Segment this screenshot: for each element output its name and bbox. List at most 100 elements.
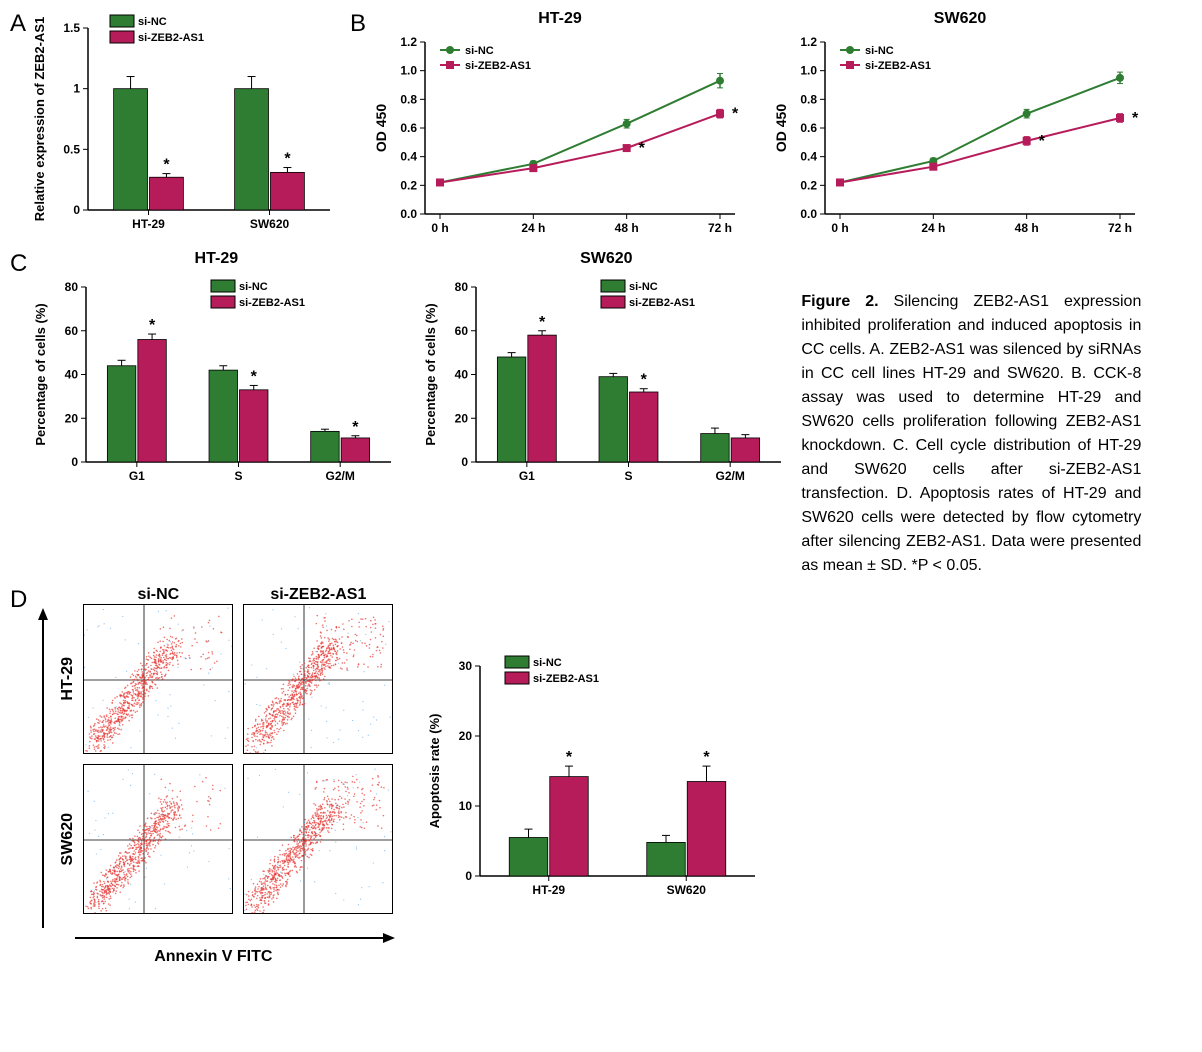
svg-text:72 h: 72 h: [708, 221, 732, 235]
svg-text:G1: G1: [129, 469, 145, 483]
svg-text:si-NC: si-NC: [138, 16, 167, 28]
figure-container: A 00.511.5Relative expression of ZEB2-AS…: [10, 10, 1192, 966]
svg-text:Relative expression of ZEB2-AS: Relative expression of ZEB2-AS1: [32, 17, 47, 221]
svg-text:1.5: 1.5: [63, 21, 80, 35]
svg-text:0.6: 0.6: [400, 121, 417, 135]
svg-text:72 h: 72 h: [1108, 221, 1132, 235]
chart-b0-svg: 0.00.20.40.60.81.01.2OD 4500 h24 h48 h72…: [370, 32, 750, 242]
svg-text:0.8: 0.8: [400, 92, 417, 106]
svg-text:24 h: 24 h: [521, 221, 545, 235]
svg-text:*: *: [704, 749, 711, 766]
svg-text:si-NC: si-NC: [465, 45, 494, 57]
panel-b-chart-2: SW620 0.00.20.40.60.81.01.2OD 4500 h24 h…: [770, 10, 1150, 242]
svg-text:si-ZEB2-AS1: si-ZEB2-AS1: [533, 673, 599, 685]
row-ab: A 00.511.5Relative expression of ZEB2-AS…: [10, 10, 1192, 242]
svg-text:48 h: 48 h: [1015, 221, 1039, 235]
panel-b-label: B: [350, 10, 366, 242]
scatter-ht29-sinc: [83, 604, 233, 754]
panel-c-chart-1: HT-29 020406080Percentage of cells (%)*G…: [31, 250, 401, 492]
svg-text:HT-29: HT-29: [132, 217, 165, 231]
svg-text:*: *: [1039, 133, 1046, 150]
svg-text:80: 80: [65, 280, 79, 294]
svg-text:48 h: 48 h: [615, 221, 639, 235]
svg-text:*: *: [539, 314, 546, 331]
chart-c1-svg: 020406080Percentage of cells (%)*G1*SG2/…: [421, 272, 791, 492]
svg-text:40: 40: [455, 368, 469, 382]
svg-text:HT-29: HT-29: [533, 883, 566, 897]
svg-text:20: 20: [65, 411, 79, 425]
svg-text:si-ZEB2-AS1: si-ZEB2-AS1: [865, 60, 931, 72]
svg-text:si-NC: si-NC: [865, 45, 894, 57]
row-label-ht29: HT-29: [59, 657, 83, 701]
svg-text:60: 60: [455, 324, 469, 338]
svg-text:0.6: 0.6: [800, 121, 817, 135]
svg-text:*: *: [732, 106, 739, 123]
svg-text:S: S: [235, 469, 243, 483]
chart-b1-svg: 0.00.20.40.60.81.01.2OD 4500 h24 h48 h72…: [770, 32, 1150, 242]
panel-c-title-1: HT-29: [195, 250, 239, 268]
panel-c-chart-2: SW620 020406080Percentage of cells (%)*G…: [421, 250, 791, 492]
panel-b-chart-1: HT-29 0.00.20.40.60.81.01.2OD 4500 h24 h…: [370, 10, 750, 242]
row-label-sw620: SW620: [59, 813, 83, 865]
scatter-sw620-sinc: [83, 764, 233, 914]
svg-text:40: 40: [65, 368, 79, 382]
svg-text:0.2: 0.2: [400, 178, 417, 192]
row-d: D si-NC: [10, 586, 1192, 966]
svg-text:0.8: 0.8: [800, 92, 817, 106]
svg-text:*: *: [149, 317, 156, 334]
chart-c0-svg: 020406080Percentage of cells (%)*G1*S*G2…: [31, 272, 401, 492]
col-label-sizeb2: si-ZEB2-AS1: [243, 586, 393, 604]
svg-text:SW620: SW620: [250, 217, 290, 231]
panel-c: C HT-29 020406080Percentage of cells (%)…: [10, 250, 791, 492]
caption-title: Figure 2.: [801, 293, 878, 310]
svg-text:SW620: SW620: [667, 883, 707, 897]
annexin-label: Annexin V FITC: [154, 948, 272, 966]
svg-text:*: *: [566, 749, 573, 766]
svg-text:1.0: 1.0: [800, 64, 817, 78]
svg-text:G2/M: G2/M: [326, 469, 355, 483]
svg-text:0 h: 0 h: [831, 221, 848, 235]
svg-text:0.2: 0.2: [800, 178, 817, 192]
panel-d: D si-NC: [10, 586, 765, 966]
svg-text:*: *: [639, 140, 646, 157]
svg-text:Apoptosis rate (%): Apoptosis rate (%): [427, 714, 442, 829]
panel-b-title-2: SW620: [934, 10, 986, 28]
svg-text:G1: G1: [519, 469, 535, 483]
svg-text:0.5: 0.5: [63, 142, 80, 156]
svg-text:1.2: 1.2: [800, 35, 817, 49]
svg-text:0: 0: [466, 869, 473, 883]
annexin-axis-arrow: [75, 928, 395, 948]
svg-text:0.4: 0.4: [400, 150, 417, 164]
svg-text:24 h: 24 h: [921, 221, 945, 235]
panel-d-bar: 0102030Apoptosis rate (%)*HT-29*SW620si-…: [425, 646, 765, 906]
svg-text:0.0: 0.0: [800, 207, 817, 221]
svg-text:si-NC: si-NC: [239, 281, 268, 293]
panel-a-chart: 00.511.5Relative expression of ZEB2-AS1*…: [30, 10, 340, 240]
panel-d-label: D: [10, 586, 27, 966]
pi-axis-arrow: [33, 608, 53, 928]
flow-cytometry-grid: si-NC si-ZEB2-AS1 HT-29 SW620: [31, 586, 395, 966]
svg-text:20: 20: [455, 411, 469, 425]
caption-text: Silencing ZEB2-AS1 expression inhibited …: [801, 293, 1141, 574]
svg-text:*: *: [1132, 110, 1139, 127]
col-label-sinc: si-NC: [83, 586, 233, 604]
svg-text:0 h: 0 h: [431, 221, 448, 235]
svg-text:10: 10: [459, 799, 473, 813]
svg-text:30: 30: [459, 659, 473, 673]
svg-text:si-ZEB2-AS1: si-ZEB2-AS1: [629, 297, 695, 309]
svg-text:1.2: 1.2: [400, 35, 417, 49]
row-c: C HT-29 020406080Percentage of cells (%)…: [10, 250, 1192, 578]
svg-text:OD 450: OD 450: [773, 104, 789, 152]
panel-c-title-2: SW620: [580, 250, 632, 268]
svg-text:*: *: [163, 157, 170, 174]
svg-text:Percentage of cells (%): Percentage of cells (%): [423, 303, 438, 445]
svg-text:S: S: [625, 469, 633, 483]
svg-text:0.0: 0.0: [400, 207, 417, 221]
svg-text:0: 0: [462, 455, 469, 469]
svg-text:si-NC: si-NC: [533, 657, 562, 669]
svg-text:*: *: [251, 368, 258, 385]
svg-text:*: *: [641, 372, 648, 389]
panel-b: B HT-29 0.00.20.40.60.81.01.2OD 4500 h24…: [350, 10, 1150, 242]
svg-text:si-ZEB2-AS1: si-ZEB2-AS1: [465, 60, 531, 72]
svg-text:si-NC: si-NC: [629, 281, 658, 293]
